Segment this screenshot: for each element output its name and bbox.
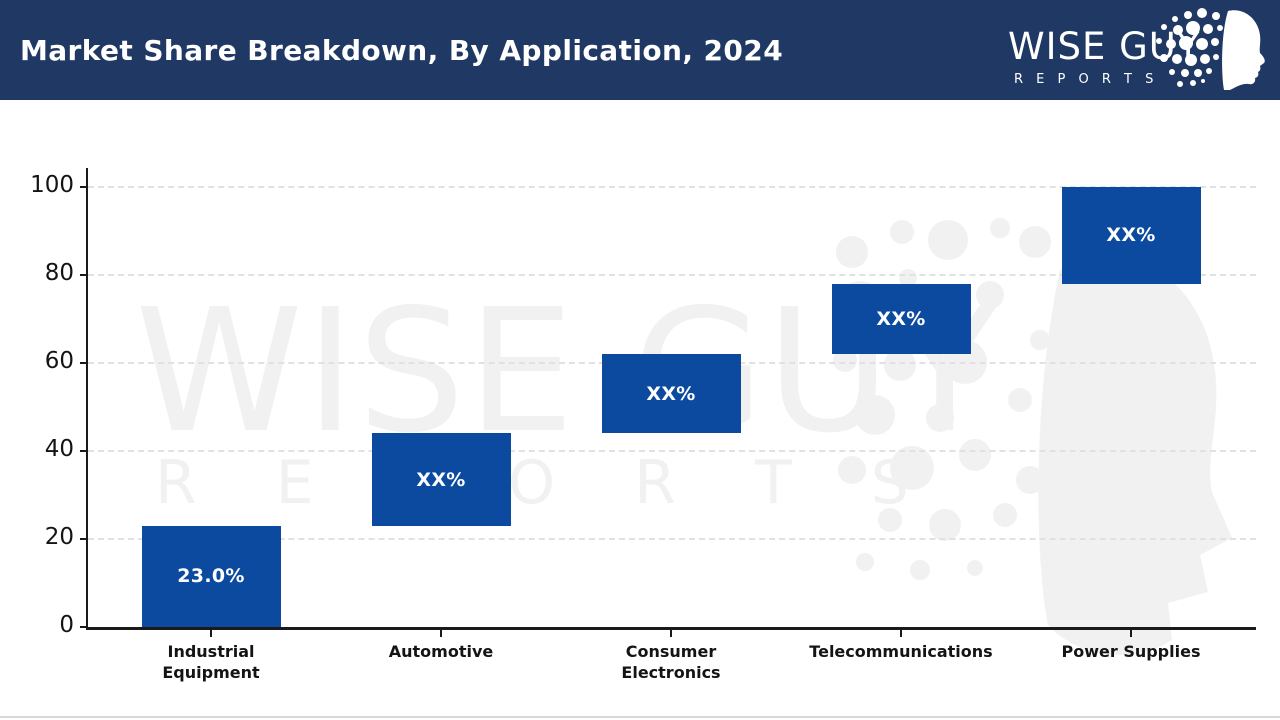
category-label-2: Automotive [388, 642, 494, 661]
gridline-20 [88, 538, 1256, 540]
y-tick-label-40: 40 [44, 436, 74, 462]
gridline-40 [88, 450, 1256, 452]
footer-rule [0, 716, 1280, 718]
y-tick-mark-60 [80, 362, 88, 364]
gridline-80 [88, 274, 1256, 276]
x-tick-mark-4 [900, 629, 902, 637]
gridline-100 [88, 186, 1256, 188]
y-tick-label-0: 0 [59, 612, 74, 638]
bar-value-label: XX% [416, 468, 466, 491]
y-tick-mark-80 [80, 274, 88, 276]
logo-face-icon [1222, 10, 1265, 91]
y-tick-label-60: 60 [44, 348, 74, 374]
y-tick-mark-20 [80, 538, 88, 540]
y-tick-label-20: 20 [44, 524, 74, 550]
category-label-3: Consumer Electronics [621, 642, 721, 683]
bar-value-label: XX% [876, 307, 926, 330]
x-tick-mark-1 [210, 629, 212, 637]
bar-value-label: XX% [1106, 224, 1156, 247]
y-tick-mark-40 [80, 450, 88, 452]
x-tick-mark-2 [440, 629, 442, 637]
category-label-5: Power Supplies [1061, 642, 1201, 661]
x-axis-line [86, 627, 1256, 630]
y-tick-label-100: 100 [30, 172, 74, 198]
logo-subtext: R E P O R T S [1014, 72, 1158, 87]
y-tick-label-80: 80 [44, 260, 74, 286]
bar-1: 23.0% [141, 525, 281, 627]
y-axis-line [86, 168, 88, 630]
chart-title: Market Share Breakdown, By Application, … [20, 33, 784, 67]
category-label-1: Industrial Equipment [162, 642, 260, 683]
header: Market Share Breakdown, By Application, … [0, 0, 1280, 100]
bar-2: XX% [371, 433, 511, 526]
x-tick-mark-5 [1130, 629, 1132, 637]
y-tick-mark-100 [80, 186, 88, 188]
bar-value-label: XX% [646, 382, 696, 405]
bar-5: XX% [1061, 187, 1201, 284]
y-tick-mark-0 [80, 626, 88, 628]
logo-dots-icon [1156, 8, 1223, 87]
bar-3: XX% [601, 354, 741, 434]
bar-4: XX% [831, 283, 971, 355]
x-tick-mark-3 [670, 629, 672, 637]
wise-guy-logo: WISE GUY R E P O R T S [1008, 8, 1265, 91]
watermark-subtext: R E P O R T S [155, 448, 939, 518]
category-label-4: Telecommunications [809, 642, 993, 661]
watermark-face-icon [1038, 256, 1232, 656]
bar-value-label: 23.0% [177, 565, 245, 588]
